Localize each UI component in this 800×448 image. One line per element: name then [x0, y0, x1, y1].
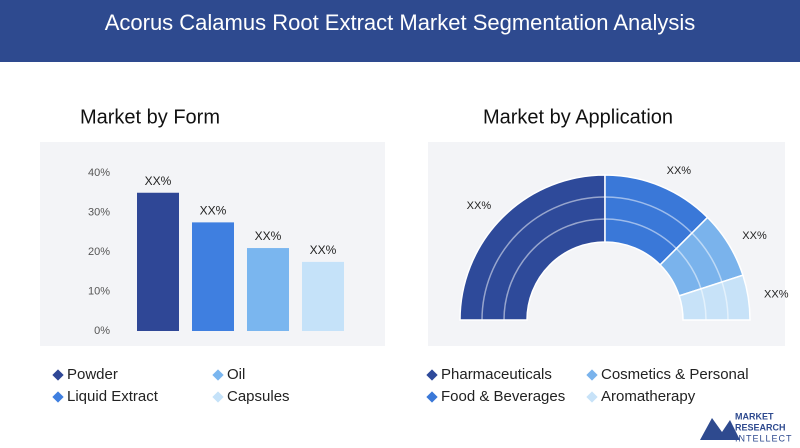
header-band	[0, 0, 800, 62]
legend-swatch	[426, 369, 438, 381]
logo-text: INTELLECT	[735, 433, 793, 443]
legend-label: Oil	[227, 366, 245, 383]
data-label: XX%	[255, 229, 282, 243]
data-label: XX%	[467, 200, 492, 212]
y-tick-label: 40%	[88, 167, 110, 179]
legend-swatch	[212, 369, 224, 381]
legend-swatch	[586, 369, 598, 381]
ring-divider	[503, 218, 707, 321]
legend-label: Pharmaceuticals	[441, 366, 552, 383]
bar	[137, 192, 179, 331]
legend-swatch	[52, 391, 64, 403]
legend-swatch	[426, 391, 438, 403]
legend-label: Cosmetics & Personal	[601, 366, 749, 383]
bar	[247, 248, 289, 331]
data-label: XX%	[667, 165, 692, 177]
page-title: Acorus Calamus Root Extract Market Segme…	[105, 10, 696, 35]
y-tick-label: 0%	[94, 325, 110, 337]
y-tick-label: 20%	[88, 246, 110, 258]
legend-swatch	[52, 369, 64, 381]
data-label: XX%	[764, 289, 789, 301]
chart-title: Market by Form	[80, 106, 220, 128]
logo-icon	[700, 418, 740, 440]
legend-swatch	[586, 391, 598, 403]
ring-divider	[481, 196, 729, 321]
y-tick-label: 30%	[88, 206, 110, 218]
data-label: XX%	[742, 230, 767, 242]
donut-segment	[678, 274, 751, 321]
legend-label: Liquid Extract	[67, 388, 159, 405]
legend-swatch	[212, 391, 224, 403]
legend-label: Food & Beverages	[441, 388, 565, 405]
logo-text: RESEARCH	[735, 422, 786, 432]
data-label: XX%	[310, 243, 337, 257]
bar	[302, 261, 344, 331]
chart-title: Market by Application	[483, 106, 673, 128]
data-label: XX%	[145, 174, 172, 188]
logo-text: MARKET	[735, 411, 774, 421]
donut-segment	[459, 174, 606, 321]
legend-label: Capsules	[227, 388, 290, 405]
bar	[192, 222, 234, 331]
data-label: XX%	[200, 204, 227, 218]
legend-label: Powder	[67, 366, 118, 383]
y-tick-label: 10%	[88, 285, 110, 297]
legend-label: Aromatherapy	[601, 388, 696, 405]
